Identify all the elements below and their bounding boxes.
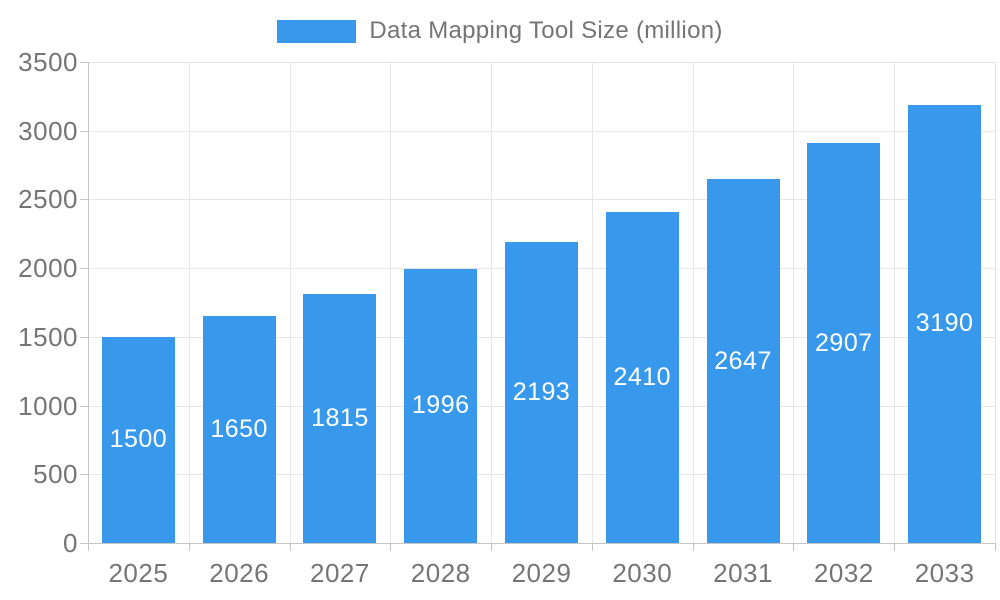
bar[interactable]: 1500 xyxy=(101,336,175,543)
x-axis-label: 2025 xyxy=(108,558,169,588)
legend[interactable]: Data Mapping Tool Size (million) xyxy=(0,8,1000,54)
bar-value-label: 2907 xyxy=(815,328,873,357)
x-grid-line xyxy=(390,62,392,543)
x-axis-label: 2030 xyxy=(612,558,673,588)
bar[interactable]: 2647 xyxy=(706,179,780,543)
x-axis-tick xyxy=(591,543,593,551)
y-grid-line xyxy=(88,130,995,132)
x-axis-label: 2027 xyxy=(310,558,370,588)
y-axis-label: 500 xyxy=(33,459,78,490)
y-axis-label: 3000 xyxy=(18,115,78,146)
legend-swatch-icon xyxy=(277,19,357,43)
x-axis-label: 2029 xyxy=(511,558,572,588)
x-axis-tick xyxy=(995,543,996,551)
bar-value-label: 2410 xyxy=(613,362,672,391)
x-grid-line xyxy=(289,62,291,543)
y-axis-label: 2000 xyxy=(18,253,78,284)
y-axis-label: 1500 xyxy=(18,321,78,352)
y-axis-tick xyxy=(80,199,88,201)
bar[interactable]: 1815 xyxy=(303,293,377,543)
y-axis-tick xyxy=(80,405,88,407)
x-axis-tick xyxy=(894,543,896,551)
bar-value-label: 1650 xyxy=(210,415,268,444)
x-axis-tick xyxy=(188,543,190,551)
bar-value-label: 1815 xyxy=(311,403,369,432)
y-axis-tick xyxy=(80,268,88,270)
x-axis-label: 2028 xyxy=(410,558,471,588)
bar[interactable]: 2907 xyxy=(807,143,881,543)
y-grid-line xyxy=(88,62,995,63)
x-axis-tick xyxy=(491,543,493,551)
x-grid-line xyxy=(793,62,795,543)
x-grid-line xyxy=(995,62,996,543)
x-axis-label: 2033 xyxy=(914,558,975,588)
y-axis-tick xyxy=(80,62,88,63)
x-axis-label: 2031 xyxy=(713,558,773,588)
y-axis-label: 2500 xyxy=(18,184,78,215)
y-axis-tick xyxy=(80,543,88,544)
bar-value-label: 1500 xyxy=(109,425,168,454)
x-axis-tick xyxy=(88,543,89,551)
y-axis-tick xyxy=(80,474,88,476)
bar-value-label: 2193 xyxy=(512,377,571,406)
x-grid-line xyxy=(591,62,593,543)
x-axis-tick xyxy=(289,543,291,551)
x-grid-line xyxy=(491,62,493,543)
bar[interactable]: 1996 xyxy=(404,268,478,543)
bar-value-label: 3190 xyxy=(915,309,974,338)
x-axis-tick xyxy=(692,543,694,551)
x-axis-label: 2026 xyxy=(209,558,270,588)
y-axis-tick xyxy=(80,130,88,132)
x-axis-tick xyxy=(390,543,392,551)
x-axis-label: 2032 xyxy=(813,558,874,588)
x-axis-line xyxy=(88,543,995,544)
x-grid-line xyxy=(894,62,896,543)
y-axis-label: 1000 xyxy=(18,390,78,421)
y-axis-tick xyxy=(80,336,88,338)
x-grid-line xyxy=(188,62,190,543)
y-axis-label: 0 xyxy=(63,528,78,558)
bar[interactable]: 2410 xyxy=(605,211,679,543)
bar[interactable]: 1650 xyxy=(202,316,276,543)
x-axis-tick xyxy=(793,543,795,551)
x-grid-line xyxy=(692,62,694,543)
y-axis-label: 3500 xyxy=(18,47,78,77)
legend-label: Data Mapping Tool Size (million) xyxy=(369,17,723,44)
bar[interactable]: 2193 xyxy=(505,241,578,543)
bar[interactable]: 3190 xyxy=(908,104,982,543)
y-grid-line xyxy=(88,199,995,201)
bar-value-label: 2647 xyxy=(714,346,772,375)
y-axis-line xyxy=(88,62,89,543)
bar-value-label: 1996 xyxy=(411,391,470,420)
